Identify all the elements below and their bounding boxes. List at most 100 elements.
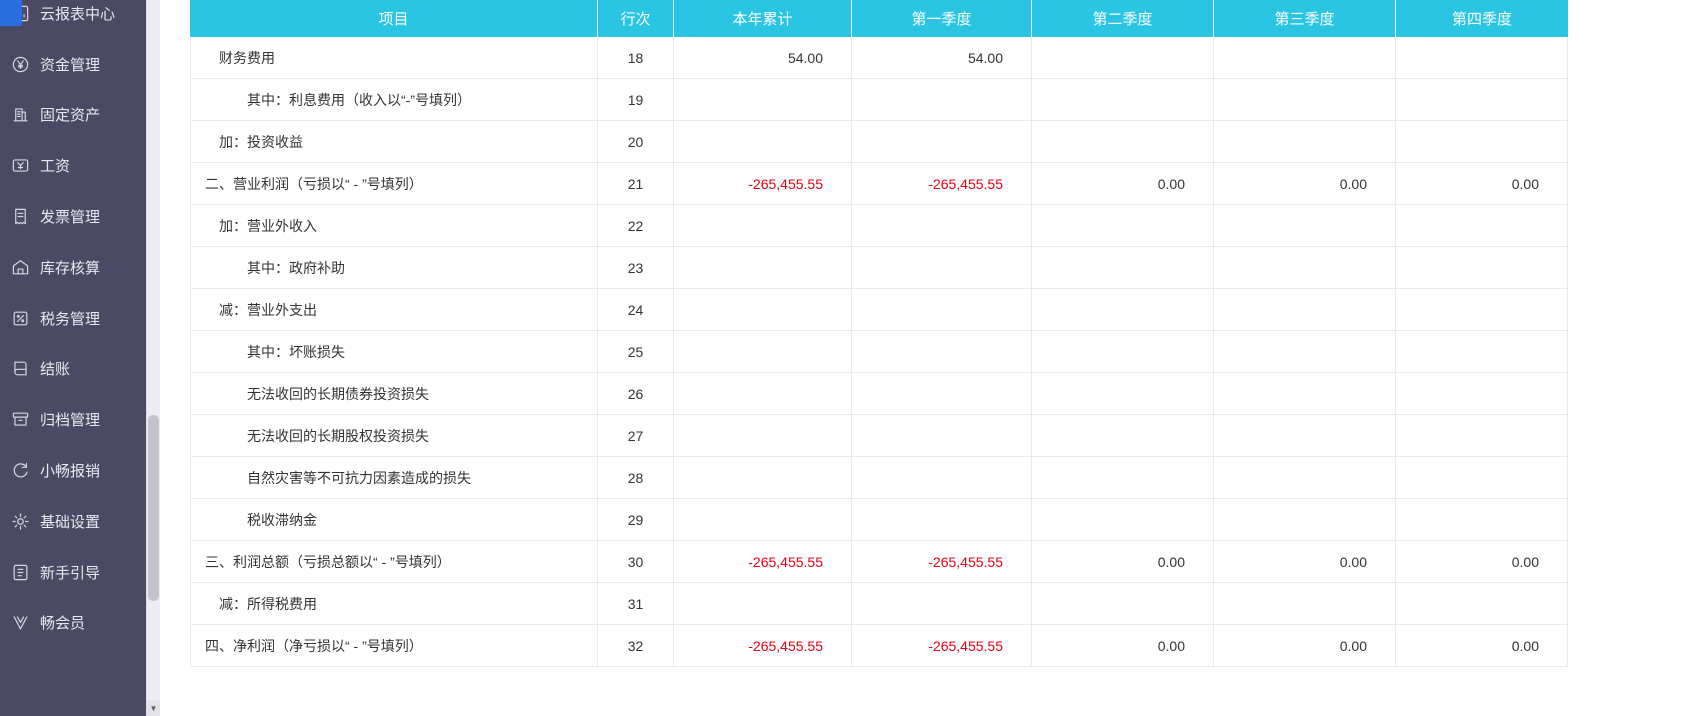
tax-icon — [11, 309, 30, 328]
sidebar-item[interactable]: 小畅报销 — [0, 445, 160, 496]
value-cell-q4 — [1396, 205, 1568, 247]
value-cell-ytd — [674, 79, 852, 121]
item-cell: 三、利润总额（亏损总额以“ - ”号填列） — [190, 541, 598, 583]
value-cell-q3 — [1214, 583, 1396, 625]
value-cell-q1 — [852, 121, 1032, 163]
value-cell-q3: 0.00 — [1214, 541, 1396, 583]
sidebar-item-label: 基础设置 — [40, 513, 101, 531]
item-cell: 二、营业利润（亏损以“ - ”号填列） — [190, 163, 598, 205]
sidebar-item[interactable]: 资金管理 — [0, 39, 160, 90]
sidebar-item[interactable]: 固定资产 — [0, 90, 160, 141]
line-cell: 18 — [598, 37, 674, 79]
sidebar-item[interactable]: 畅会员 — [0, 598, 160, 649]
value-cell-q2 — [1032, 37, 1214, 79]
column-header-item: 项目 — [190, 0, 598, 37]
item-cell: 其中：坏账损失 — [190, 331, 598, 373]
scroll-down-button[interactable]: ▼ — [147, 700, 160, 716]
logo-fragment — [0, 0, 22, 26]
chevron-down-icon: ▼ — [149, 703, 158, 713]
item-cell: 减：所得税费用 — [190, 583, 598, 625]
item-cell: 无法收回的长期股权投资损失 — [190, 415, 598, 457]
line-cell: 21 — [598, 163, 674, 205]
table-row: 加：营业外收入 22 — [190, 205, 1568, 247]
value-cell-q1 — [852, 289, 1032, 331]
value-cell-q3 — [1214, 415, 1396, 457]
sidebar-item-label: 畅会员 — [40, 615, 86, 633]
sidebar-scrollbar[interactable]: ▼ — [146, 0, 160, 716]
item-cell: 税收滞纳金 — [190, 499, 598, 541]
table-row: 其中：坏账损失 25 — [190, 331, 1568, 373]
gear-icon — [11, 512, 30, 531]
reimburse-icon — [11, 461, 30, 480]
sidebar-item[interactable]: 新手引导 — [0, 547, 160, 598]
item-cell: 减：营业外支出 — [190, 289, 598, 331]
scrollbar-thumb[interactable] — [148, 415, 159, 602]
value-cell-q1 — [852, 499, 1032, 541]
table-row: 财务费用 18 54.00 54.00 — [190, 37, 1568, 79]
value-cell-ytd — [674, 121, 852, 163]
sidebar-item-label: 发票管理 — [40, 209, 101, 227]
value-cell-q2 — [1032, 247, 1214, 289]
column-header-ytd: 本年累计 — [674, 0, 852, 37]
value-cell-q2 — [1032, 289, 1214, 331]
value-cell-ytd — [674, 457, 852, 499]
sidebar-item[interactable]: 云报表中心 — [0, 0, 160, 39]
value-cell-q4: 0.00 — [1396, 625, 1568, 667]
table-row: 其中：政府补助 23 — [190, 247, 1568, 289]
sidebar-item-label: 归档管理 — [40, 412, 101, 430]
line-cell: 19 — [598, 79, 674, 121]
sidebar-item[interactable]: 库存核算 — [0, 242, 160, 293]
main-content: 项目 行次 本年累计 第一季度 第二季度 第三季度 第四季度 财务费用 18 54.… — [160, 0, 1701, 716]
sidebar-item[interactable]: 基础设置 — [0, 496, 160, 547]
value-cell-ytd — [674, 583, 852, 625]
line-cell: 22 — [598, 205, 674, 247]
value-cell-q2 — [1032, 331, 1214, 373]
value-cell-q1 — [852, 457, 1032, 499]
value-cell-ytd: -265,455.55 — [674, 163, 852, 205]
sidebar-item-label: 结账 — [40, 361, 71, 379]
value-cell-q1 — [852, 247, 1032, 289]
value-cell-q4: 0.00 — [1396, 163, 1568, 205]
column-header-q4: 第四季度 — [1396, 0, 1568, 37]
table-row: 四、净利润（净亏损以“ - ”号填列） 32 -265,455.55 -265,455… — [190, 625, 1568, 667]
table-header-row: 项目 行次 本年累计 第一季度 第二季度 第三季度 第四季度 — [190, 0, 1568, 37]
income-statement-table: 项目 行次 本年累计 第一季度 第二季度 第三季度 第四季度 财务费用 18 54.… — [190, 0, 1568, 667]
line-cell: 29 — [598, 499, 674, 541]
sidebar-item[interactable]: 归档管理 — [0, 394, 160, 445]
sidebar-item-label: 新手引导 — [40, 564, 101, 582]
sidebar-menu: 云报表中心资金管理固定资产工资发票管理库存核算税务管理结账归档管理小畅报销基础设… — [0, 0, 160, 648]
value-cell-ytd — [674, 331, 852, 373]
value-cell-q3 — [1214, 205, 1396, 247]
value-cell-q1 — [852, 205, 1032, 247]
sidebar-item[interactable]: 工资 — [0, 140, 160, 191]
table-row: 减：营业外支出 24 — [190, 289, 1568, 331]
line-cell: 23 — [598, 247, 674, 289]
sidebar-item-label: 税务管理 — [40, 310, 101, 328]
value-cell-q3 — [1214, 247, 1396, 289]
sidebar-item-label: 工资 — [40, 158, 71, 176]
item-cell: 四、净利润（净亏损以“ - ”号填列） — [190, 625, 598, 667]
value-cell-q2 — [1032, 121, 1214, 163]
value-cell-q4 — [1396, 247, 1568, 289]
salary-icon — [11, 156, 30, 175]
sidebar-item[interactable]: 税务管理 — [0, 293, 160, 344]
value-cell-q1 — [852, 583, 1032, 625]
warehouse-icon — [11, 258, 30, 277]
value-cell-q4: 0.00 — [1396, 541, 1568, 583]
sidebar-item-label: 云报表中心 — [40, 5, 116, 23]
value-cell-q3 — [1214, 121, 1396, 163]
member-icon — [11, 613, 30, 632]
value-cell-q3 — [1214, 289, 1396, 331]
sidebar-item-label: 资金管理 — [40, 56, 101, 74]
item-cell: 加：投资收益 — [190, 121, 598, 163]
sidebar-item[interactable]: 发票管理 — [0, 191, 160, 242]
value-cell-q2: 0.00 — [1032, 163, 1214, 205]
value-cell-ytd: 54.00 — [674, 37, 852, 79]
value-cell-q2 — [1032, 373, 1214, 415]
line-cell: 20 — [598, 121, 674, 163]
value-cell-q4 — [1396, 373, 1568, 415]
sidebar-item[interactable]: 结账 — [0, 344, 160, 395]
money-icon — [11, 55, 30, 74]
value-cell-ytd: -265,455.55 — [674, 625, 852, 667]
value-cell-q4 — [1396, 37, 1568, 79]
